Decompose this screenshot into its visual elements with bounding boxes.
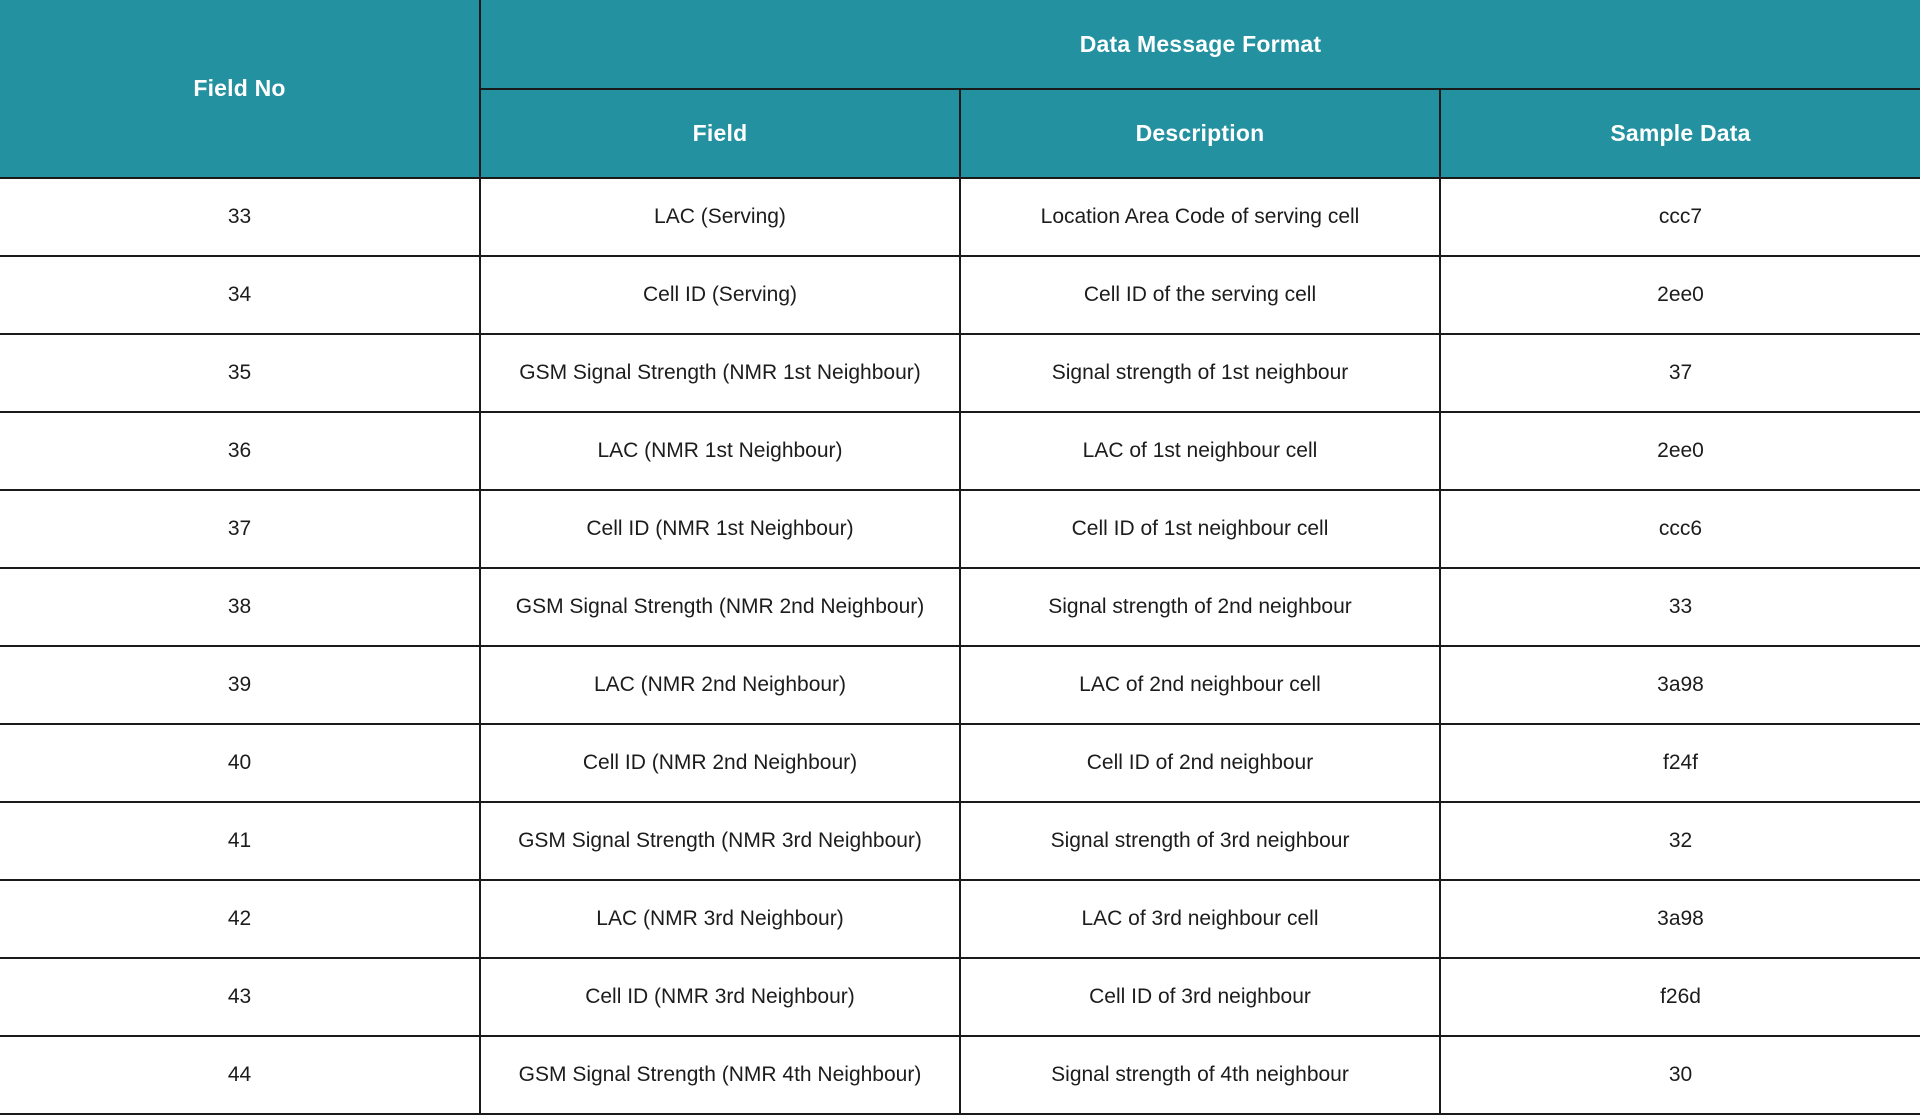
cell-sample-data: 32 — [1438, 801, 1920, 881]
cell-field-no: 42 — [0, 879, 481, 959]
column-header-description: Description — [959, 88, 1441, 179]
cell-description: Cell ID of 2nd neighbour — [959, 723, 1441, 803]
table-row: 38 GSM Signal Strength (NMR 2nd Neighbour… — [0, 567, 1920, 647]
cell-field-no: 36 — [0, 411, 481, 491]
table-row: 36 LAC (NMR 1st Neighbour) LAC of 1st neig… — [0, 411, 1920, 491]
table-row: 34 Cell ID (Serving) Cell ID of the servin… — [0, 255, 1920, 335]
table-body: 33 LAC (Serving) Location Area Code of ser… — [0, 178, 1920, 1115]
table-header: Field No Data Message Format Field Descr… — [0, 0, 1920, 179]
cell-field: LAC (NMR 2nd Neighbour) — [479, 645, 961, 725]
cell-description: Signal strength of 2nd neighbour — [959, 567, 1441, 647]
cell-description: Cell ID of 3rd neighbour — [959, 957, 1441, 1037]
cell-sample-data: ccc6 — [1438, 489, 1920, 569]
cell-field-no: 34 — [0, 255, 481, 335]
cell-description: Signal strength of 3rd neighbour — [959, 801, 1441, 881]
table-row: 33 LAC (Serving) Location Area Code of ser… — [0, 178, 1920, 257]
cell-field-no: 39 — [0, 645, 481, 725]
cell-description: Location Area Code of serving cell — [959, 178, 1441, 257]
cell-sample-data: 3a98 — [1438, 645, 1920, 725]
cell-sample-data: 2ee0 — [1438, 255, 1920, 335]
cell-description: Signal strength of 1st neighbour — [959, 333, 1441, 413]
cell-field-no: 40 — [0, 723, 481, 803]
column-header-field: Field — [480, 88, 961, 179]
cell-field-no: 38 — [0, 567, 481, 647]
cell-sample-data: f26d — [1438, 957, 1920, 1037]
cell-sample-data: 37 — [1438, 333, 1920, 413]
cell-field: Cell ID (NMR 3rd Neighbour) — [479, 957, 961, 1037]
cell-field: GSM Signal Strength (NMR 2nd Neighbour) — [479, 567, 961, 647]
cell-description: LAC of 3rd neighbour cell — [959, 879, 1441, 959]
cell-field: LAC (Serving) — [479, 178, 961, 257]
cell-field: Cell ID (NMR 1st Neighbour) — [479, 489, 961, 569]
cell-description: Cell ID of 1st neighbour cell — [959, 489, 1441, 569]
cell-field: LAC (NMR 3rd Neighbour) — [479, 879, 961, 959]
table-row: 41 GSM Signal Strength (NMR 3rd Neighbour… — [0, 801, 1920, 881]
cell-field-no: 43 — [0, 957, 481, 1037]
cell-sample-data: 3a98 — [1438, 879, 1920, 959]
table-row: 35 GSM Signal Strength (NMR 1st Neighbour… — [0, 333, 1920, 413]
cell-field-no: 33 — [0, 178, 481, 257]
cell-field: Cell ID (Serving) — [479, 255, 961, 335]
header-row-sub: Field Description Sample Data — [0, 88, 1920, 179]
cell-description: Signal strength of 4th neighbour — [959, 1035, 1441, 1115]
cell-sample-data: ccc7 — [1438, 178, 1920, 257]
cell-field-no: 41 — [0, 801, 481, 881]
cell-field: GSM Signal Strength (NMR 1st Neighbour) — [479, 333, 961, 413]
group-header-data-message-format: Data Message Format — [478, 0, 1920, 90]
cell-description: LAC of 2nd neighbour cell — [959, 645, 1441, 725]
cell-description: Cell ID of the serving cell — [959, 255, 1441, 335]
table-row: 43 Cell ID (NMR 3rd Neighbour) Cell ID of … — [0, 957, 1920, 1037]
column-header-field-no: Field No — [0, 0, 481, 179]
cell-sample-data: 33 — [1438, 567, 1920, 647]
table-row: 44 GSM Signal Strength (NMR 4th Neighbour… — [0, 1035, 1920, 1115]
column-header-sample-data: Sample Data — [1438, 88, 1920, 179]
cell-field-no: 35 — [0, 333, 481, 413]
table-row: 37 Cell ID (NMR 1st Neighbour) Cell ID of … — [0, 489, 1920, 569]
cell-field-no: 37 — [0, 489, 481, 569]
cell-field: Cell ID (NMR 2nd Neighbour) — [479, 723, 961, 803]
table-row: 39 LAC (NMR 2nd Neighbour) LAC of 2nd neig… — [0, 645, 1920, 725]
header-row-group: Field No Data Message Format — [0, 0, 1920, 179]
cell-sample-data: 2ee0 — [1438, 411, 1920, 491]
table-row: 40 Cell ID (NMR 2nd Neighbour) Cell ID of … — [0, 723, 1920, 803]
table-row: 42 LAC (NMR 3rd Neighbour) LAC of 3rd neig… — [0, 879, 1920, 959]
cell-description: LAC of 1st neighbour cell — [959, 411, 1441, 491]
cell-field: GSM Signal Strength (NMR 3rd Neighbour) — [479, 801, 961, 881]
cell-sample-data: 30 — [1438, 1035, 1920, 1115]
cell-field: GSM Signal Strength (NMR 4th Neighbour) — [479, 1035, 961, 1115]
cell-sample-data: f24f — [1438, 723, 1920, 803]
cell-field-no: 44 — [0, 1035, 481, 1115]
cell-field: LAC (NMR 1st Neighbour) — [479, 411, 961, 491]
